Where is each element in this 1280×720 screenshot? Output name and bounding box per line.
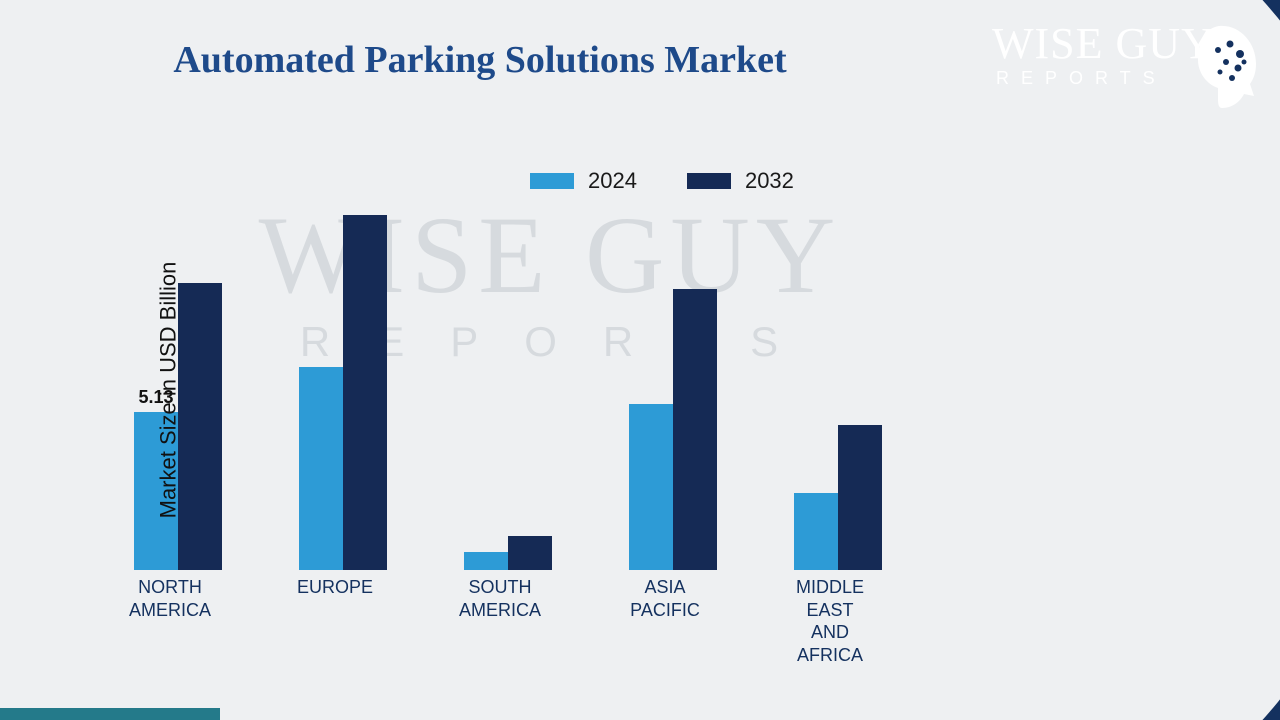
bar-2024 [299,367,343,571]
x-axis-label: MIDDLEEASTANDAFRICA [760,576,900,666]
brand-logo: WISE GUY REPORTS [992,22,1262,89]
bar-2032 [838,425,882,570]
x-axis-label: EUROPE [265,576,405,599]
bar-2024 [464,552,508,571]
bar-chart: 5.13 [120,200,940,570]
bar-2032 [343,215,387,570]
legend-swatch-2032 [687,173,731,189]
x-axis-label: SOUTHAMERICA [430,576,570,621]
legend-label-2024: 2024 [588,168,637,194]
y-axis-label: Market Size in USD Billion [155,262,181,519]
bar-2024 [794,493,838,570]
x-axis-label: ASIAPACIFIC [595,576,735,621]
legend-swatch-2024 [530,173,574,189]
legend-item-2032: 2032 [687,168,794,194]
bar-2032 [508,536,552,570]
x-axis-label: NORTHAMERICA [100,576,240,621]
bottom-accent-bar [0,708,220,720]
chart-title: Automated Parking Solutions Market [0,38,960,82]
bar-2032 [178,283,222,570]
bar-2024 [629,404,673,571]
legend: 2024 2032 [530,168,794,194]
legend-item-2024: 2024 [530,168,637,194]
bar-2032 [673,289,717,570]
head-icon [1184,22,1264,112]
legend-label-2032: 2032 [745,168,794,194]
